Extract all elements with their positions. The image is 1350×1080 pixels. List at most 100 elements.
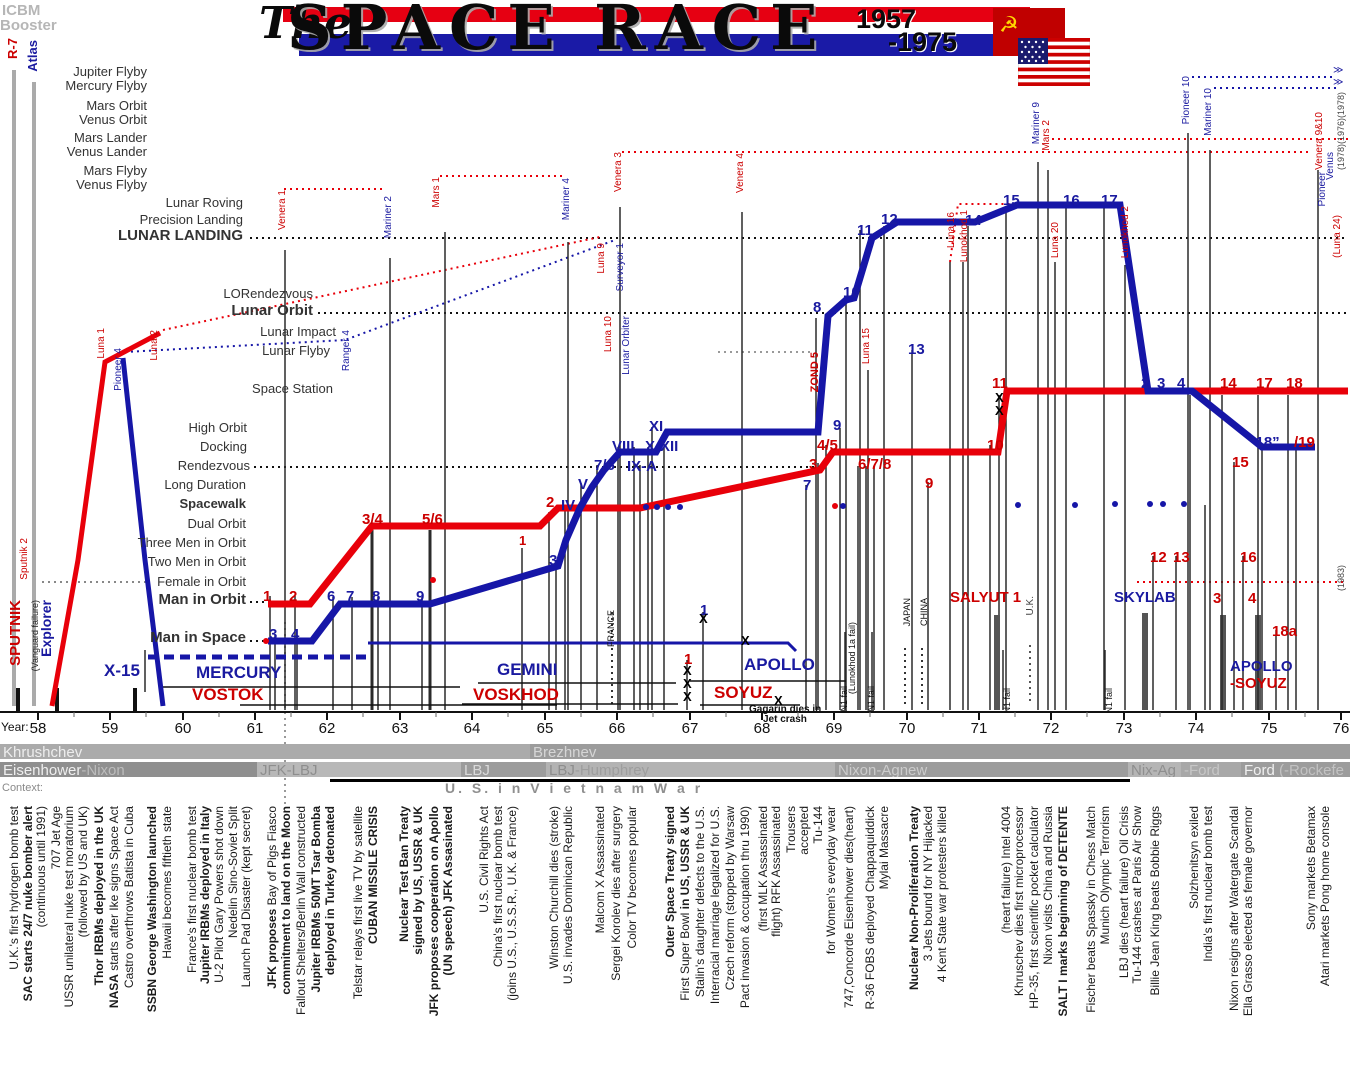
context-column: Tu-144 <box>811 806 825 844</box>
probe-label: Pioneer <box>1317 172 1328 207</box>
context-column: (heart failure) Intel 4004 <box>999 806 1013 933</box>
event-dot <box>1160 501 1166 507</box>
context-text: CUBAN MISSILE CRISIS <box>366 806 380 945</box>
context-column: JFK proposes cooperation on Apollo <box>427 806 441 1016</box>
context-column: Ella Grasso elected as female governor <box>1241 806 1255 1016</box>
gagarin-note: Gagarin dies in <box>749 704 822 715</box>
context-column: deployed in Turkey detonated <box>323 806 337 976</box>
context-column: India's first nuclear bomb test <box>1201 806 1215 962</box>
milestone-row-label: Female in Orbit <box>157 574 246 589</box>
leader-name: Eisenhower <box>3 762 82 777</box>
probe-label: N1 fail <box>866 686 876 712</box>
context-text: Atari markets Pong home console <box>1318 806 1332 987</box>
vietnam-war-label: U. S. i n V i e t n a m W a r <box>445 780 704 796</box>
context-text: first microprocessor <box>1012 806 1026 915</box>
milestone-row-label: Long Duration <box>164 477 246 492</box>
context-column: France's first nuclear bomb test <box>185 806 199 973</box>
year-tick-label: 66 <box>608 720 626 737</box>
probe-label: Luna 10 <box>603 316 614 353</box>
context-column: commitment to land on the Moon <box>279 806 293 995</box>
context-text: 50MT Tsar Bomba <box>309 806 323 912</box>
probe-label: Venera 3 <box>613 152 624 193</box>
context-text: U-2 Pilot Gary Powers shot down <box>212 806 226 983</box>
year-axis-label: Year: <box>1 720 29 734</box>
context-text: RFK Assassinated <box>769 806 783 908</box>
context-text: Thor IRBMs deployed in the UK <box>92 806 106 986</box>
context-text: Jupiter IRBMs deployed in Italy <box>198 806 212 985</box>
milestone-row-label: LORendezvous <box>223 286 313 301</box>
mission-label: XI <box>649 418 664 435</box>
context-text: Castro overthrows Batista in Cuba <box>122 806 136 989</box>
mission-label: 1 <box>700 602 709 619</box>
context-text: NASA <box>107 974 121 1009</box>
context-column: 3 Jets bound for NY Hijacked <box>921 806 935 962</box>
mission-label: VIII <box>612 438 635 455</box>
context-text: Malcom X Assassinated <box>593 806 607 934</box>
context-column: LBJ dies (heart failure) Oil Crisis <box>1117 806 1131 979</box>
program-mercury: MERCURY <box>196 663 282 682</box>
context-text: JFK Assasinated <box>441 806 455 906</box>
context-column: Jupiter IRBMs 50MT Tsar Bomba <box>309 806 323 993</box>
event-dot <box>840 503 846 509</box>
leader-name: Khrushchev <box>3 744 83 759</box>
mission-label: 1 <box>519 533 527 548</box>
context-text: deployed in Turkey <box>323 866 337 976</box>
mission-label: 5/6 <box>422 511 443 528</box>
mission-label: 7 <box>803 477 812 494</box>
program-vostok: VOSTOK <box>192 685 264 704</box>
context-text: 707 Jet Age <box>49 806 63 870</box>
leader-name: LBJ <box>464 762 490 777</box>
mission-label: XII <box>660 438 679 455</box>
context-column: (joins U.S., U.S.S.R., U.K. & France) <box>505 806 519 1001</box>
context-text: Nixon resigns after Watergate Scandal <box>1227 806 1241 1011</box>
milestone-row-label: Venus Lander <box>66 144 147 159</box>
event-dot <box>665 504 671 510</box>
leader-name: JFK-LBJ <box>260 762 318 777</box>
program-skylab: SKYLAB <box>1114 589 1176 606</box>
context-text: Jupiter IRBMs <box>309 911 323 993</box>
milestone-row-label: LUNAR LANDING <box>118 227 243 244</box>
context-column: Nuclear Test Ban Treaty <box>397 806 411 942</box>
context-text: 3 Jets bound for NY Hijacked <box>921 806 935 962</box>
context-text: China's first nuclear bomb test <box>491 806 505 968</box>
race-line-ussr <box>268 387 1348 608</box>
milestone-row-label: Jupiter Flyby <box>73 64 147 79</box>
context-column: Pact invasion & occupation thru 1990) <box>738 806 752 1008</box>
mission-label: 13 <box>908 341 925 358</box>
context-text: Czech reform (stopped by Warsaw <box>723 806 737 991</box>
context-column: Hawaii becomes fiftieth state <box>160 806 174 959</box>
context-text: in US, USSR & UK <box>678 806 692 910</box>
context-column: Sergei Korolev dies after surgery <box>609 806 623 981</box>
context-column: R-36 FOBS deployed Chappaquiddick <box>863 806 877 1009</box>
leader-name: Ford <box>1244 762 1275 777</box>
mission-label: 3 <box>1213 590 1222 607</box>
year-tick-label: 62 <box>318 720 336 737</box>
mission-label: 6/7/8 <box>858 456 892 473</box>
mission-label: X <box>995 403 1004 418</box>
mission-label: 16 <box>1240 549 1257 566</box>
probe-label: JAPAN <box>902 598 912 627</box>
context-text: Nuclear Test Ban Treaty <box>397 806 411 942</box>
event-dot <box>1147 501 1153 507</box>
context-text: Interracial marriage legalized for U.S. <box>708 806 722 1005</box>
mission-label: 7/6 <box>594 457 615 474</box>
context-text: Stalin's daughter defects to the U.S. <box>693 806 707 998</box>
context-column: signed by US, USSR & UK <box>411 806 425 955</box>
mission-label: 6 <box>327 588 336 605</box>
context-column: Stalin's daughter defects to the U.S. <box>693 806 707 998</box>
mission-label: V <box>578 476 589 493</box>
leader-name: Nixon-Agnew <box>838 762 928 777</box>
mission-label: X <box>683 676 692 691</box>
context-column: Sony markets Betamax <box>1304 806 1318 930</box>
mission-label: 4 <box>1248 590 1257 607</box>
context-text: LBJ dies (heart failure) <box>1117 857 1131 979</box>
context-text: U.S. Civil Rights Act <box>477 806 491 913</box>
context-column: Interracial marriage legalized for U.S. <box>708 806 722 1005</box>
context-heading: Context: <box>2 782 43 794</box>
context-column: Castro overthrows Batista in Cuba <box>122 806 136 989</box>
context-text: Nedelin <box>226 897 240 939</box>
context-text: signed by US, USSR & UK <box>411 806 425 955</box>
mission-label: 1 <box>684 651 693 668</box>
context-text: USSR unilateral nuke test moratorium <box>62 806 76 1008</box>
leader-name: Nix-Ag <box>1131 762 1177 777</box>
